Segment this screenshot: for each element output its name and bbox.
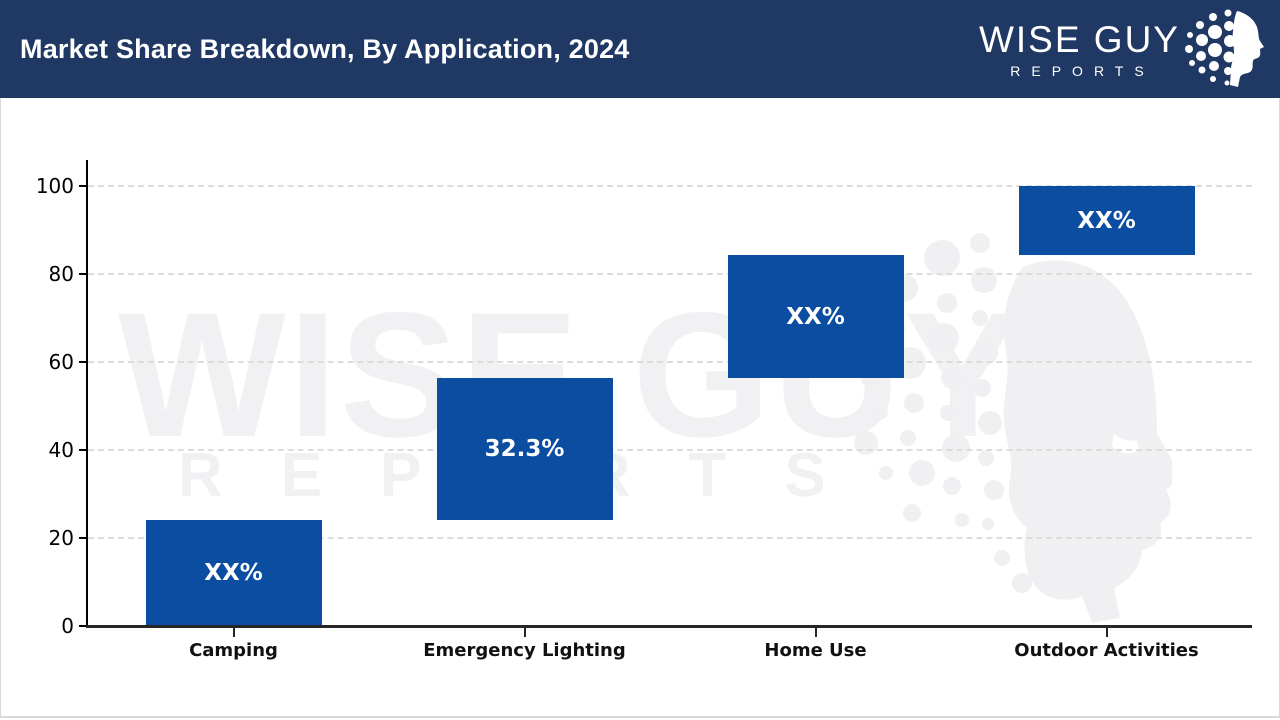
y-axis-tick-mark	[79, 625, 88, 627]
x-axis-category-label: Emergency Lighting	[423, 640, 626, 661]
y-axis-tick-label: 80	[48, 262, 74, 286]
y-axis-tick-label: 40	[48, 438, 74, 462]
x-axis-tick-mark	[523, 628, 526, 637]
logo-head-dots-icon	[1185, 9, 1264, 87]
y-axis-tick-mark	[79, 361, 88, 363]
y-axis-tick-mark	[79, 273, 88, 275]
bar-value-label-camping: XX%	[204, 560, 263, 587]
page-title: Market Share Breakdown, By Application, …	[20, 33, 630, 64]
y-axis-tick-mark	[79, 537, 88, 539]
bar-value-label-outdoor-activities: XX%	[1077, 207, 1136, 234]
x-axis-category-label: Camping	[189, 640, 278, 661]
brand-logo: WISE GUY REPORTS	[979, 5, 1280, 93]
header-band: Market Share Breakdown, By Application, …	[0, 0, 1280, 98]
y-axis-tick-mark	[79, 449, 88, 451]
gridline-40	[88, 449, 1252, 451]
bar-emergency-lighting: 32.3%	[436, 378, 613, 521]
x-axis-category-label: Home Use	[764, 640, 867, 661]
gridline-60	[88, 361, 1252, 363]
y-axis-tick-label: 60	[48, 350, 74, 374]
y-axis-tick-label: 0	[61, 614, 74, 638]
gridline-80	[88, 273, 1252, 275]
gridline-20	[88, 537, 1252, 539]
gridline-100	[88, 185, 1252, 187]
y-axis-tick-label: 100	[35, 174, 74, 198]
x-axis-spine	[86, 625, 1252, 628]
brand-name: WISE GUY	[978, 18, 1180, 60]
y-axis-tick-mark	[79, 185, 88, 187]
brand-subname: REPORTS	[1010, 62, 1155, 79]
bar-outdoor-activities: XX%	[1018, 186, 1195, 256]
bar-value-label-emergency-lighting: 32.3%	[484, 436, 565, 463]
y-axis-tick-label: 20	[48, 526, 74, 550]
x-axis-tick-mark	[814, 628, 817, 637]
brand-logo-text: WISE GUY REPORTS	[979, 21, 1180, 78]
bar-camping: XX%	[145, 520, 322, 626]
bar-home-use: XX%	[727, 255, 904, 379]
x-axis-category-label: Outdoor Activities	[1014, 640, 1199, 661]
bar-value-label-home-use: XX%	[786, 303, 845, 330]
x-axis-tick-mark	[1105, 628, 1108, 637]
x-axis-tick-mark	[232, 628, 235, 637]
y-axis-spine	[86, 160, 88, 628]
